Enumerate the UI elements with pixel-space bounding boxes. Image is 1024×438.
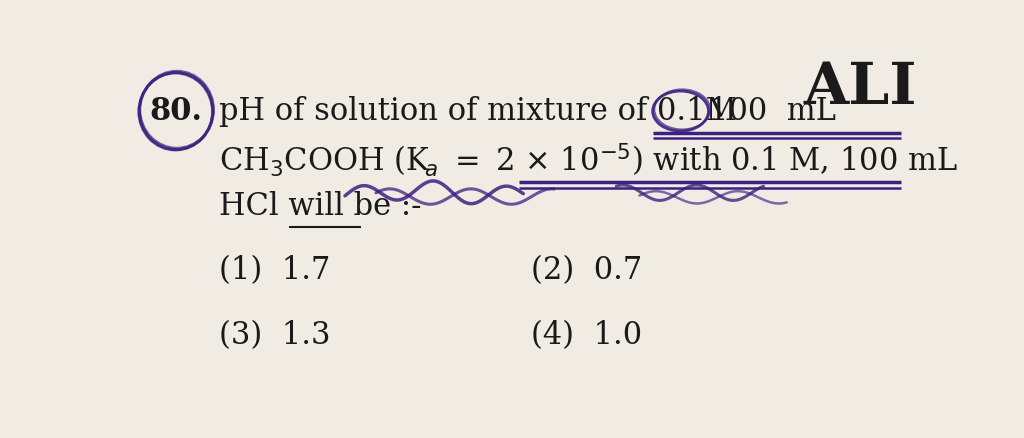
Text: ALI: ALI <box>804 60 916 116</box>
Text: pH of solution of mixture of: pH of solution of mixture of <box>219 95 657 127</box>
Text: 80.: 80. <box>150 95 203 127</box>
Text: (1)  1.7: (1) 1.7 <box>219 255 331 286</box>
Text: (4)  1.0: (4) 1.0 <box>531 321 642 351</box>
Text: 100  mL: 100 mL <box>710 95 837 127</box>
Text: 0.1M: 0.1M <box>656 95 736 127</box>
Text: (2)  0.7: (2) 0.7 <box>531 255 642 286</box>
Text: HCl will be :-: HCl will be :- <box>219 191 422 222</box>
Text: (3)  1.3: (3) 1.3 <box>219 321 331 351</box>
Text: CH$_3$COOH (K$_{\!a}$ $=$ 2 $\times$ 10$^{-5}$) with 0.1 M, 100 mL: CH$_3$COOH (K$_{\!a}$ $=$ 2 $\times$ 10$… <box>219 141 958 179</box>
